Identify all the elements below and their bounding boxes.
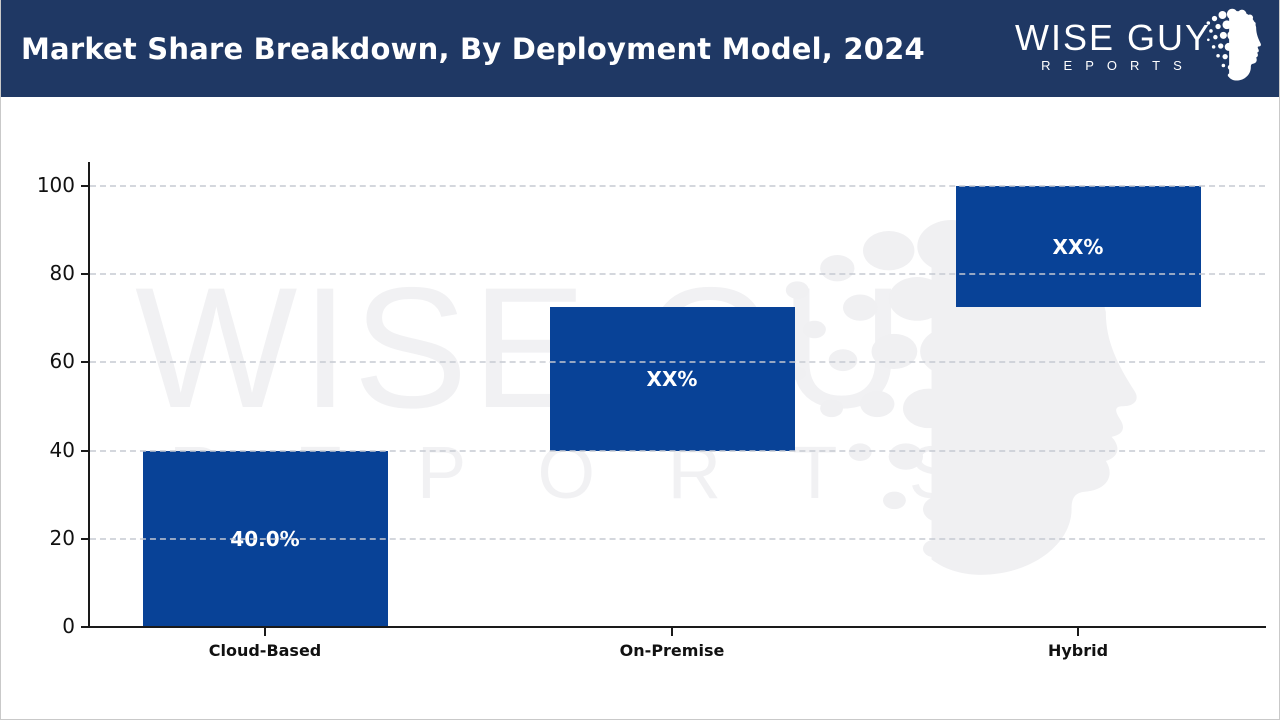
x-tick-mark — [671, 628, 673, 636]
bar-label: XX% — [646, 366, 698, 391]
y-tick-mark — [81, 273, 89, 276]
x-axis-line — [88, 626, 1266, 628]
chart-title: Market Share Breakdown, By Deployment Mo… — [21, 31, 925, 66]
y-tick-label: 20 — [49, 525, 75, 550]
x-tick-label: Hybrid — [1047, 641, 1109, 660]
y-tick-mark — [81, 361, 89, 364]
gridline — [90, 537, 1265, 540]
y-tick-mark — [81, 537, 89, 540]
y-tick-label: 40 — [49, 437, 75, 462]
x-tick-label: Cloud-Based — [208, 641, 322, 660]
brand-logo: WISE GUY REPORTS — [1015, 6, 1265, 86]
gridline — [90, 361, 1265, 364]
x-tick-label: On-Premise — [619, 641, 725, 660]
y-tick-label: 100 — [36, 173, 75, 197]
x-tick-mark — [1077, 628, 1079, 636]
y-tick-mark — [81, 449, 89, 452]
y-axis-line — [88, 162, 90, 628]
x-tick-mark — [264, 628, 266, 636]
logo-subtitle: REPORTS — [1041, 57, 1195, 73]
logo-wordmark: WISE GUY — [1014, 17, 1211, 59]
bar-on-premise: XX% — [549, 307, 795, 451]
y-tick-label: 60 — [49, 349, 75, 374]
gridline — [90, 449, 1265, 452]
y-tick-mark — [81, 185, 89, 187]
y-tick-mark — [81, 626, 89, 628]
y-tick-label: 80 — [49, 261, 75, 286]
header-band: Market Share Breakdown, By Deployment Mo… — [1, 0, 1279, 97]
wiseguy-face-icon — [1206, 8, 1261, 81]
plot-area: 40.0% XX% XX% 0 20 40 60 80 100 Cloud-Based On-P… — [1, 97, 1279, 719]
logo-text: WISE GUY REPORTS — [1015, 19, 1211, 73]
gridline — [90, 185, 1265, 187]
bar-hybrid: XX% — [955, 186, 1201, 308]
y-tick-label: 0 — [62, 614, 75, 638]
bar-label: XX% — [1052, 234, 1104, 259]
gridline — [90, 273, 1265, 276]
